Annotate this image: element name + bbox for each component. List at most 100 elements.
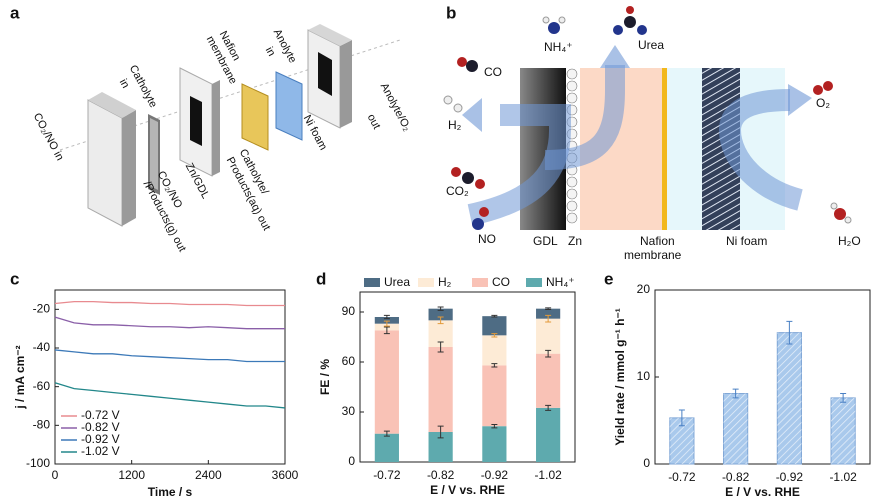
panel-label: e xyxy=(604,269,613,288)
error-bar xyxy=(383,326,390,335)
bar-segment xyxy=(374,330,399,434)
legend-label: -0.82 V xyxy=(81,420,120,434)
diagram-b xyxy=(443,6,852,230)
error-bar xyxy=(732,388,739,399)
x-axis-title: Time / s xyxy=(148,485,193,499)
plot-frame xyxy=(359,291,576,463)
bar-hatch xyxy=(723,393,748,464)
diagram-a xyxy=(59,24,401,227)
error-bar xyxy=(383,430,390,437)
diagram-label: H₂O xyxy=(838,234,861,248)
y-axis-title: Yield rate / mmol g⁻¹ h⁻¹ xyxy=(613,308,627,446)
error-bar xyxy=(786,320,793,345)
legend-label: Urea xyxy=(384,275,410,289)
bar-segment xyxy=(374,317,399,324)
y-tick-label: 60 xyxy=(342,354,356,368)
x-axis-title: E / V vs. RHE xyxy=(430,483,505,497)
error-bar xyxy=(383,314,390,320)
error-bar xyxy=(491,363,498,368)
panel-label: d xyxy=(316,269,326,288)
error-bar xyxy=(491,314,498,318)
diagram-label: O₂ xyxy=(816,96,830,110)
line xyxy=(54,300,285,307)
x-tick-label: 2400 xyxy=(195,468,222,482)
panel-label: b xyxy=(446,3,456,22)
y-tick-label: -20 xyxy=(33,302,51,316)
x-tick-label: -1.02 xyxy=(829,470,857,484)
bar-segment xyxy=(482,365,507,427)
diagram-label: membrane xyxy=(624,248,682,262)
x-tick-label: -0.82 xyxy=(427,468,455,482)
bar-hatch xyxy=(831,397,856,464)
bar-segment xyxy=(428,347,453,432)
legend-swatch xyxy=(526,278,542,287)
error-bar xyxy=(840,393,847,403)
legend-label: NH₄⁺ xyxy=(546,275,575,289)
diagram-label: in xyxy=(117,77,132,90)
legend-swatch xyxy=(472,278,488,287)
bar-segment xyxy=(482,335,507,366)
y-tick-label: 20 xyxy=(637,282,651,296)
legend-label: -0.92 V xyxy=(81,432,120,446)
y-tick-label: 10 xyxy=(637,369,651,383)
y-tick-label: 0 xyxy=(643,456,650,470)
diagram-label: NO xyxy=(478,232,496,246)
legend-label: -0.72 V xyxy=(81,408,120,422)
diagram-label: Nafion xyxy=(640,234,675,248)
x-tick-label: -0.92 xyxy=(776,470,804,484)
bar-segment xyxy=(428,308,453,321)
diagram-label: Urea xyxy=(638,38,664,52)
y-tick-label: -60 xyxy=(33,379,51,393)
bar-segment xyxy=(536,308,561,319)
diagram-label: H₂ xyxy=(448,118,462,132)
diagram-label: CO₂ xyxy=(446,184,469,198)
panel-label: c xyxy=(10,269,19,288)
diagram-label: CO xyxy=(484,65,502,79)
panel-label: a xyxy=(10,3,20,22)
diagram-label: in xyxy=(263,45,278,58)
y-tick-label: -80 xyxy=(33,418,51,432)
bar-segment xyxy=(374,433,399,462)
y-tick-label: -40 xyxy=(33,340,51,354)
legend-label: CO xyxy=(492,275,510,289)
y-axis-title: j / mA cm⁻² xyxy=(13,345,27,409)
x-axis-title: E / V vs. RHE xyxy=(725,485,800,499)
x-tick-label: -0.82 xyxy=(722,470,750,484)
line xyxy=(54,316,285,330)
x-tick-label: -0.72 xyxy=(373,468,401,482)
y-tick-label: 0 xyxy=(348,454,355,468)
bar-hatch xyxy=(777,332,802,464)
diagram-label: CO₂/NO in xyxy=(31,111,66,163)
bar-segment xyxy=(536,353,561,408)
error-bar xyxy=(545,349,552,358)
x-tick-label: 1200 xyxy=(118,468,145,482)
x-tick-label: -1.02 xyxy=(534,468,562,482)
diagram-label: Anolyte/O₂ xyxy=(378,81,413,133)
error-bar xyxy=(491,424,498,429)
legend-swatch xyxy=(364,278,380,287)
bar-segment xyxy=(536,318,561,354)
x-tick-label: 3600 xyxy=(272,468,299,482)
error-bar xyxy=(545,314,552,323)
error-bar xyxy=(545,307,552,310)
error-bar xyxy=(437,341,444,353)
error-bar xyxy=(491,333,498,338)
diagram-label: Zn xyxy=(568,234,582,248)
diagram-label: Catholyte xyxy=(127,63,159,110)
bar-segment xyxy=(482,316,507,336)
error-bar xyxy=(437,425,444,439)
error-bar xyxy=(678,409,685,427)
diagram-label: Ni foam xyxy=(726,234,767,248)
y-tick-label: -100 xyxy=(26,456,50,470)
line xyxy=(54,382,286,409)
diagram-label: NH₄⁺ xyxy=(544,40,573,54)
x-tick-label: -0.92 xyxy=(481,468,509,482)
diagram-label: GDL xyxy=(533,234,558,248)
error-bar xyxy=(545,404,552,411)
diagram-label: out xyxy=(365,112,383,131)
y-tick-label: 30 xyxy=(342,404,356,418)
error-bar xyxy=(437,316,444,325)
x-tick-label: 0 xyxy=(52,468,59,482)
bar-segment xyxy=(536,407,561,462)
